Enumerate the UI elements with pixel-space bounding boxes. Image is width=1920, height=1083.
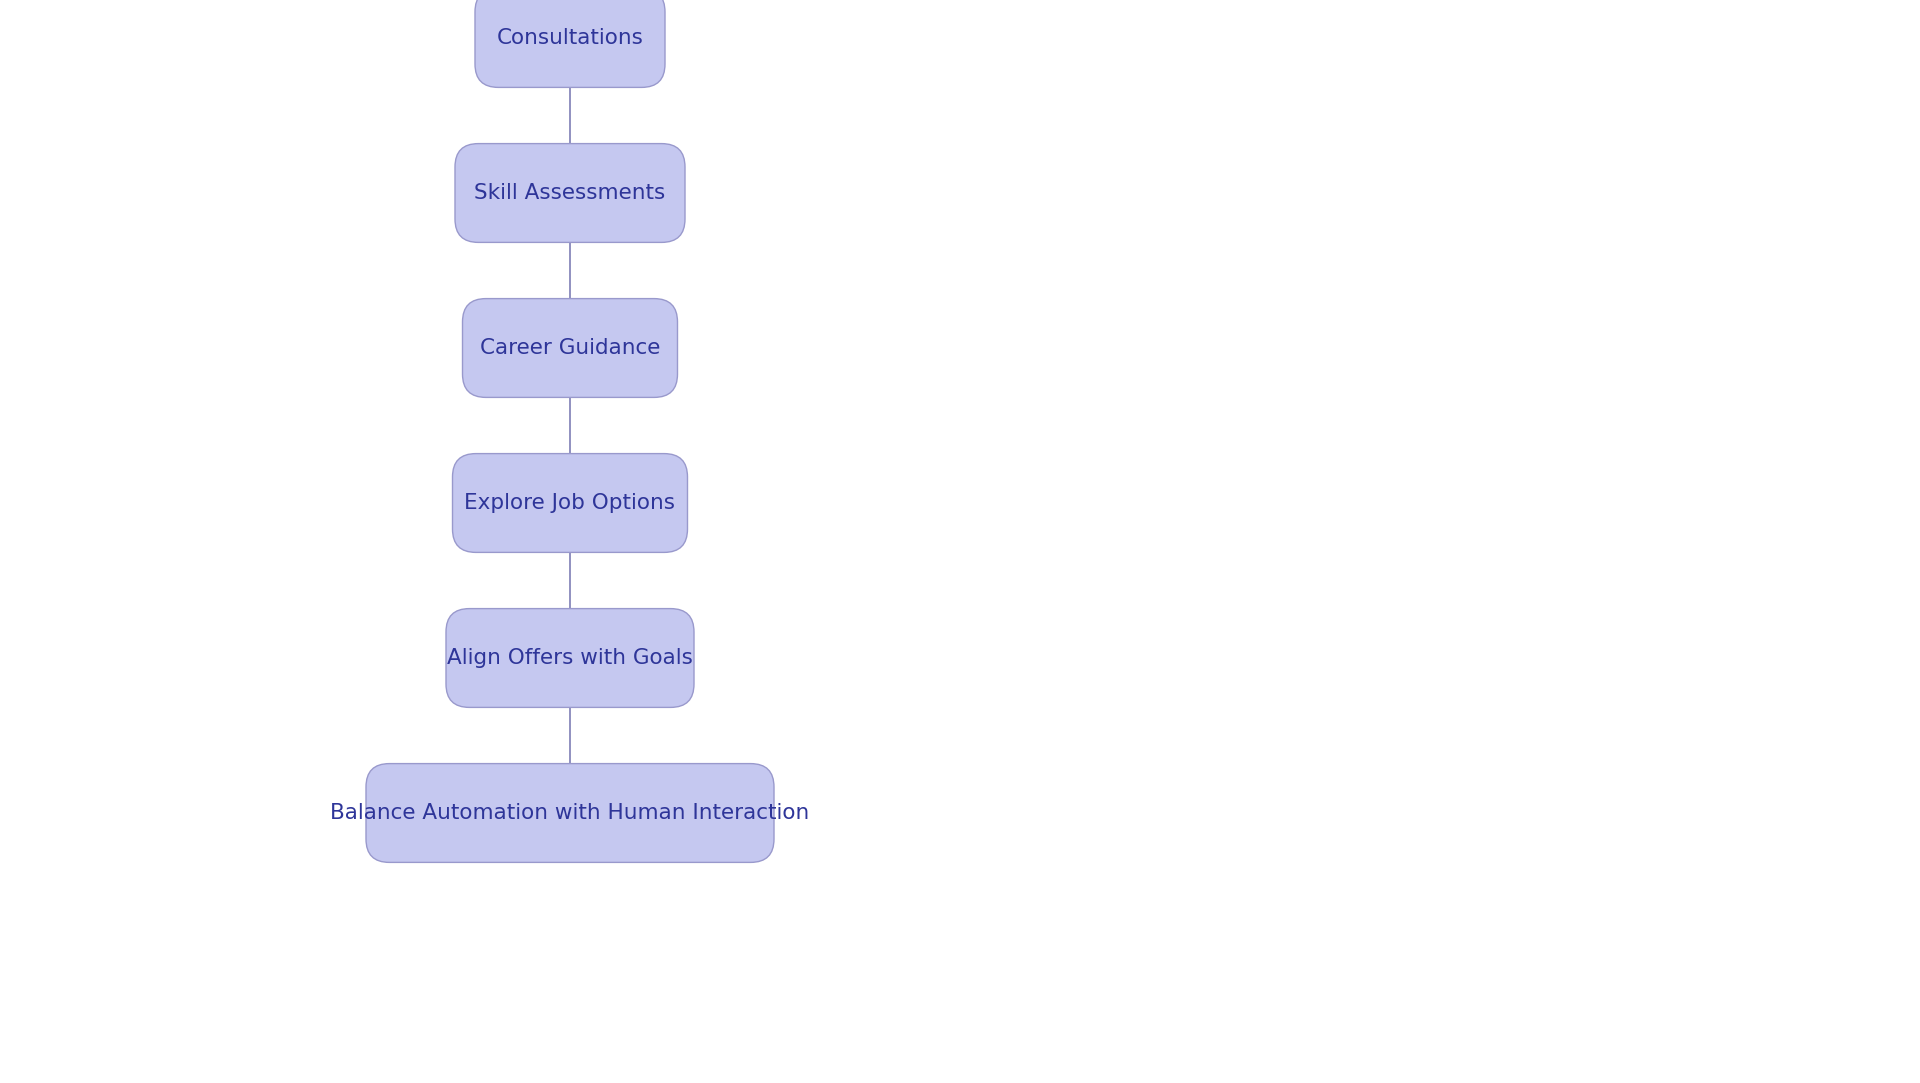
Text: Explore Job Options: Explore Job Options — [465, 493, 676, 513]
Text: Career Guidance: Career Guidance — [480, 338, 660, 358]
Text: Skill Assessments: Skill Assessments — [474, 183, 666, 203]
FancyBboxPatch shape — [455, 144, 685, 243]
FancyBboxPatch shape — [474, 0, 664, 88]
FancyBboxPatch shape — [367, 764, 774, 862]
FancyBboxPatch shape — [445, 609, 693, 707]
FancyBboxPatch shape — [463, 299, 678, 397]
FancyBboxPatch shape — [453, 454, 687, 552]
Text: Balance Automation with Human Interaction: Balance Automation with Human Interactio… — [330, 803, 810, 823]
Text: Consultations: Consultations — [497, 28, 643, 48]
Text: Align Offers with Goals: Align Offers with Goals — [447, 648, 693, 668]
